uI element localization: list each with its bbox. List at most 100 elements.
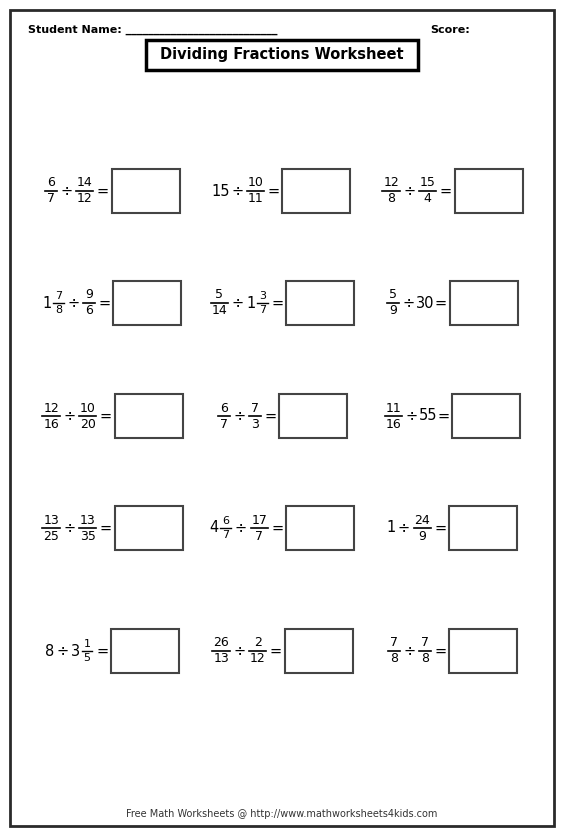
Text: 30: 30 (416, 295, 434, 310)
Text: 16: 16 (43, 417, 59, 431)
Text: 17: 17 (252, 513, 267, 527)
Text: 5: 5 (389, 288, 397, 302)
Text: 12: 12 (250, 653, 266, 665)
Text: 12: 12 (383, 176, 399, 190)
Text: 6: 6 (220, 401, 228, 415)
Text: 26: 26 (213, 636, 229, 650)
Bar (283, 169, 350, 213)
Text: 12: 12 (43, 401, 59, 415)
Text: 4: 4 (209, 521, 219, 536)
Text: 7: 7 (55, 291, 62, 301)
Bar (279, 394, 347, 438)
Text: 1: 1 (42, 295, 51, 310)
Text: 10: 10 (80, 401, 95, 415)
Bar (455, 169, 522, 213)
Text: ÷: ÷ (235, 521, 247, 536)
Bar (114, 394, 183, 438)
Text: 15: 15 (212, 183, 230, 198)
Bar (112, 169, 180, 213)
Text: Student Name: ___________________________: Student Name: __________________________… (28, 25, 277, 35)
Text: 7: 7 (259, 305, 266, 315)
FancyBboxPatch shape (146, 40, 418, 70)
Text: 2: 2 (254, 636, 262, 650)
Text: 7: 7 (47, 192, 55, 206)
Text: 14: 14 (212, 304, 227, 318)
Text: 1: 1 (246, 295, 255, 310)
Bar (286, 281, 354, 325)
Bar (284, 629, 352, 673)
Text: 9: 9 (85, 288, 93, 302)
Text: 14: 14 (77, 176, 92, 190)
Text: 3: 3 (251, 417, 259, 431)
Text: 12: 12 (77, 192, 92, 206)
Text: =: = (270, 644, 282, 659)
Text: 8: 8 (45, 644, 54, 659)
Text: 20: 20 (80, 417, 95, 431)
Bar (449, 629, 517, 673)
Text: 5: 5 (83, 653, 90, 663)
Text: 13: 13 (43, 513, 59, 527)
Text: Dividing Fractions Worksheet: Dividing Fractions Worksheet (160, 48, 404, 63)
Text: 7: 7 (222, 530, 230, 540)
Text: 25: 25 (43, 529, 59, 543)
Text: ÷: ÷ (56, 644, 68, 659)
Text: =: = (99, 295, 111, 310)
Text: 9: 9 (389, 304, 397, 318)
Text: 35: 35 (80, 529, 95, 543)
Text: =: = (271, 295, 284, 310)
Text: 3: 3 (70, 644, 80, 659)
Text: ÷: ÷ (403, 183, 416, 198)
Text: 7: 7 (251, 401, 259, 415)
Text: 5: 5 (215, 288, 223, 302)
Text: 16: 16 (385, 417, 401, 431)
Text: =: = (438, 409, 450, 424)
Text: 7: 7 (255, 529, 263, 543)
Text: 11: 11 (385, 401, 401, 415)
Text: 8: 8 (55, 305, 62, 315)
Text: =: = (271, 521, 284, 536)
Text: =: = (97, 183, 109, 198)
Bar (114, 506, 183, 550)
Text: =: = (434, 521, 447, 536)
Text: =: = (435, 295, 447, 310)
Text: 7: 7 (421, 636, 429, 650)
Text: ÷: ÷ (231, 183, 243, 198)
Text: 8: 8 (421, 653, 429, 665)
Text: 7: 7 (390, 636, 398, 650)
Text: =: = (96, 644, 108, 659)
Text: ÷: ÷ (398, 521, 410, 536)
Text: 6: 6 (47, 176, 55, 190)
Text: ÷: ÷ (406, 409, 417, 424)
Text: 4: 4 (424, 192, 431, 206)
Text: 8: 8 (387, 192, 395, 206)
Bar (111, 629, 179, 673)
Text: ÷: ÷ (63, 521, 76, 536)
Text: ÷: ÷ (403, 295, 415, 310)
Bar (452, 394, 521, 438)
Text: 3: 3 (259, 291, 266, 301)
Text: 24: 24 (415, 513, 430, 527)
Text: 9: 9 (418, 529, 426, 543)
Text: 1: 1 (386, 521, 396, 536)
Text: 13: 13 (80, 513, 95, 527)
Text: 1: 1 (83, 639, 90, 649)
Text: =: = (268, 183, 280, 198)
Text: =: = (264, 409, 276, 424)
Text: ÷: ÷ (233, 409, 245, 424)
Text: 10: 10 (248, 176, 263, 190)
Text: 15: 15 (420, 176, 435, 190)
Text: 6: 6 (222, 516, 230, 526)
Text: ÷: ÷ (68, 295, 80, 310)
Text: ÷: ÷ (60, 183, 73, 198)
Text: 8: 8 (390, 653, 398, 665)
Text: =: = (100, 521, 112, 536)
Text: =: = (100, 409, 112, 424)
Text: 13: 13 (213, 653, 229, 665)
Text: ÷: ÷ (232, 295, 244, 310)
Text: Score:: Score: (430, 25, 470, 35)
Text: ÷: ÷ (403, 644, 416, 659)
Text: 6: 6 (85, 304, 93, 318)
Text: ÷: ÷ (233, 644, 245, 659)
Text: 11: 11 (248, 192, 263, 206)
Bar (450, 281, 518, 325)
